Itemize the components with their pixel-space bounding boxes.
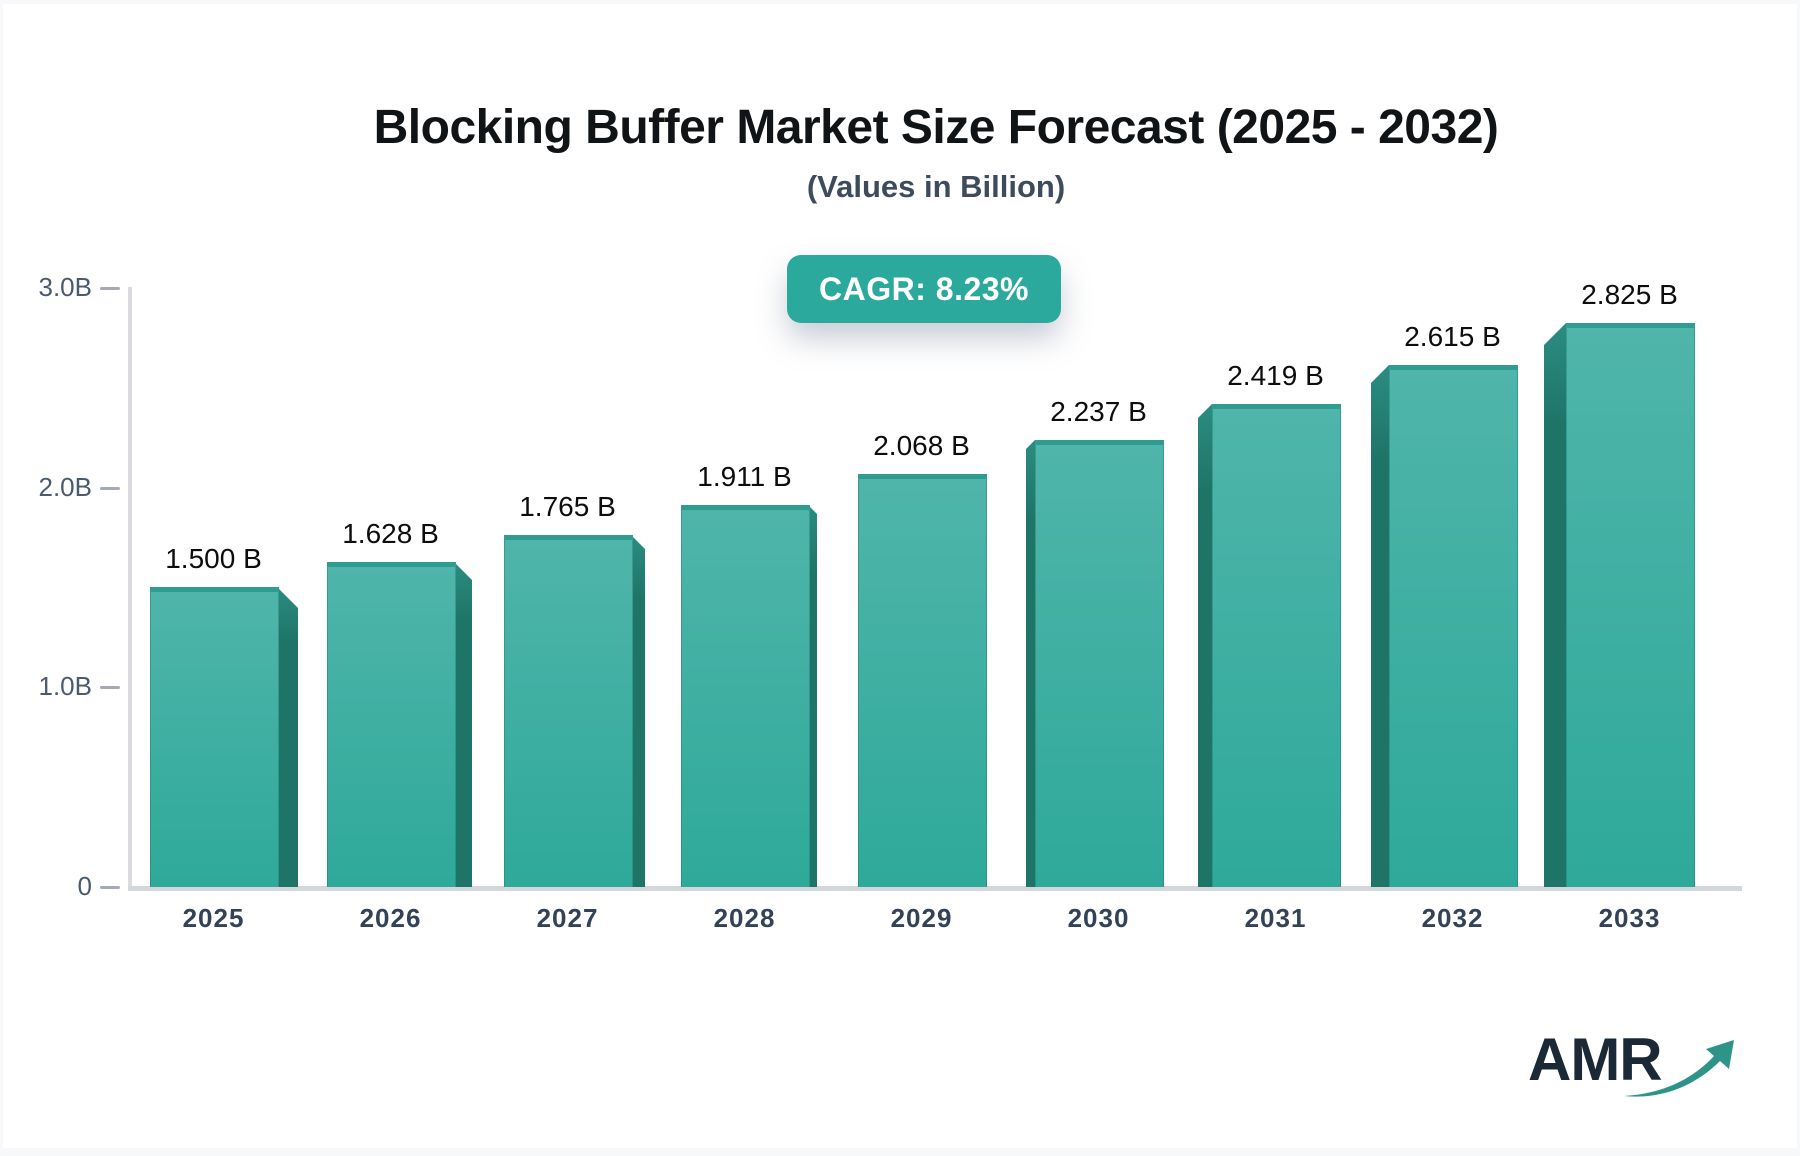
bar-2026 <box>327 562 456 887</box>
y-axis-tick-mark <box>100 286 120 290</box>
bar-2032 <box>1389 365 1518 887</box>
cagr-badge: CAGR: 8.23% <box>787 255 1061 323</box>
bar-side-3d <box>1026 440 1035 887</box>
bar-2029 <box>858 474 987 887</box>
x-axis-label-2029: 2029 <box>890 903 953 933</box>
x-axis-label-2031: 2031 <box>1244 903 1307 933</box>
bar-side-3d <box>1371 365 1389 887</box>
x-axis-label-2030: 2030 <box>1067 903 1130 933</box>
chart-title: Blocking Buffer Market Size Forecast (20… <box>373 101 1499 154</box>
amr-logo: AMR <box>1528 1026 1734 1110</box>
y-axis-line <box>128 287 132 891</box>
growth-arrow-icon <box>1624 1040 1734 1097</box>
bar-2027 <box>504 535 633 887</box>
bar-value-label: 1.628 B <box>342 518 439 549</box>
x-axis-label-2028: 2028 <box>713 903 776 933</box>
bar-value-label: 1.500 B <box>165 543 262 574</box>
bar-2030 <box>1035 440 1164 887</box>
x-axis-label-2032: 2032 <box>1421 903 1484 933</box>
cagr-badge-label: CAGR: 8.23% <box>819 270 1029 307</box>
bar-top-edge <box>859 474 986 479</box>
bar-value-label: 1.911 B <box>697 461 792 492</box>
bar-value-label: 2.237 B <box>1050 396 1147 427</box>
y-axis-tick-mark <box>100 686 120 690</box>
bar-value-label: 2.825 B <box>1581 279 1678 310</box>
bar-side-3d <box>808 505 817 887</box>
x-axis-label-2033: 2033 <box>1598 903 1661 933</box>
bar-side-3d <box>1544 323 1566 887</box>
amr-logo-text: AMR <box>1528 1026 1663 1093</box>
chart-subtitle: (Values in Billion) <box>806 168 1066 204</box>
bar-value-label: 2.615 B <box>1404 321 1501 352</box>
bar-2031 <box>1212 404 1341 887</box>
bar-top-edge <box>1567 323 1694 328</box>
x-axis-label-2027: 2027 <box>536 903 599 933</box>
bar-top-edge <box>1036 440 1163 445</box>
bar-top-edge <box>328 562 455 567</box>
bar-side-3d <box>277 587 298 887</box>
bar-top-edge <box>1213 404 1340 409</box>
title-block: Blocking Buffer Market Size Forecast (20… <box>36 101 1800 205</box>
bar-2028 <box>681 505 810 887</box>
bar-value-label: 1.765 B <box>519 491 616 522</box>
x-axis-label-2025: 2025 <box>182 903 245 933</box>
bar-top-edge <box>682 505 809 510</box>
y-axis-tick-label: 1.0B <box>38 671 93 702</box>
bar-value-label: 2.419 B <box>1227 360 1324 391</box>
bar-side-3d <box>631 535 645 887</box>
bar-2033 <box>1566 323 1695 887</box>
bar-side-3d <box>454 562 472 887</box>
x-axis-label-2026: 2026 <box>359 903 422 933</box>
y-axis-tick-mark <box>100 886 120 889</box>
y-axis-tick-label: 0 <box>77 871 92 901</box>
bar-2025 <box>150 587 279 887</box>
y-axis-tick-mark <box>100 486 120 490</box>
bar-top-edge <box>1390 365 1517 370</box>
y-axis-tick-label: 2.0B <box>38 471 93 502</box>
y-axis-tick-label: 3.0B <box>38 271 93 302</box>
x-axis-baseline <box>128 886 1742 891</box>
bar-top-edge <box>505 535 632 540</box>
bar-value-label: 2.068 B <box>873 430 970 461</box>
bar-side-3d <box>1198 404 1212 887</box>
bar-top-edge <box>151 587 278 592</box>
